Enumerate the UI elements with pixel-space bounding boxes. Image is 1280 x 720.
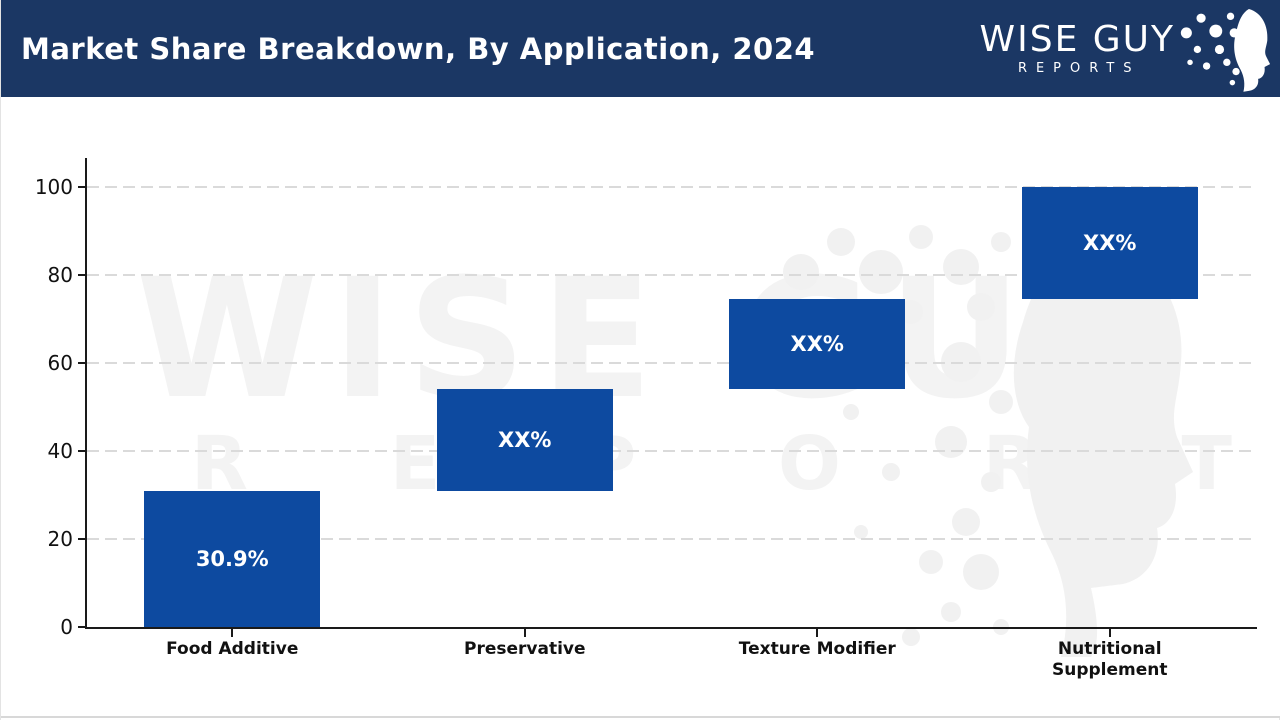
bar-value-label: XX%	[498, 428, 552, 452]
bar-value-label: XX%	[1083, 230, 1137, 255]
wiseguy-logo: WISE GUY REPORTS	[980, 5, 1272, 93]
gridline-y80	[87, 273, 1256, 276]
y-tick-mark	[78, 537, 86, 540]
y-tick-label: 20	[47, 526, 73, 551]
y-tick-mark	[78, 626, 86, 628]
gridline-y100	[87, 185, 1256, 188]
y-tick-label: 0	[60, 615, 73, 639]
bar-preservative: XX%	[436, 389, 613, 491]
y-tick-mark	[78, 185, 86, 188]
logo-wordmark: WISE GUY	[979, 18, 1175, 60]
logo-text: WISE GUY REPORTS	[979, 18, 1176, 76]
y-tick-label: 40	[47, 438, 73, 463]
bottom-border	[1, 716, 1280, 718]
y-tick-mark	[78, 449, 86, 452]
bar-value-label: 30.9%	[195, 546, 269, 571]
watermark-wordmark: WISE GUY	[136, 243, 1170, 435]
x-tick-mark	[523, 629, 526, 637]
x-tick-mark	[231, 629, 234, 637]
category-label: Texture Modifier	[738, 639, 896, 659]
gridline-y60	[87, 361, 1256, 364]
category-label: Preservative	[463, 639, 586, 659]
page-title: Market Share Breakdown, By Application, …	[21, 31, 816, 66]
x-tick-mark	[816, 629, 819, 637]
bar-texture-modifier: XX%	[729, 298, 906, 390]
logo-subtitle: REPORTS	[1017, 60, 1141, 76]
gridline-y20	[87, 537, 1256, 540]
header-bar: Market Share Breakdown, By Application, …	[1, 0, 1280, 97]
gridline-y40	[87, 449, 1256, 452]
y-tick-label: 80	[47, 262, 73, 287]
category-label: Nutritional Supplement	[1051, 639, 1168, 681]
face-profile-icon	[1180, 8, 1271, 92]
x-tick-mark	[1108, 629, 1111, 637]
y-tick-label: 100	[34, 174, 73, 199]
category-label: Food Additive	[166, 639, 299, 659]
bar-value-label: XX%	[790, 331, 844, 356]
bar-nutritional-supplement: XX%	[1021, 186, 1198, 299]
y-tick-mark	[78, 361, 86, 364]
y-axis-line	[85, 158, 87, 629]
waterfall-chart: WISE GUY R E P O R T S 02040608010030.9%…	[1, 97, 1280, 716]
bar-food-additive: 30.9%	[144, 490, 321, 627]
x-axis-line	[85, 627, 1257, 629]
y-tick-mark	[78, 273, 86, 276]
y-tick-label: 60	[47, 350, 73, 375]
